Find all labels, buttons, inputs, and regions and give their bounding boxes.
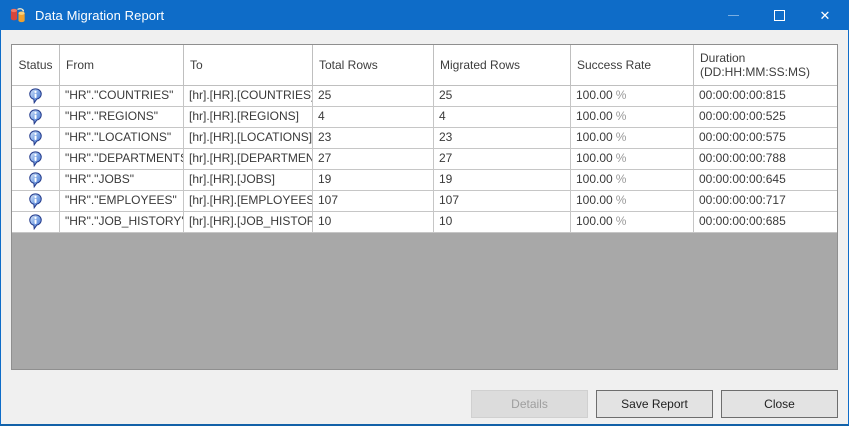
grid-rows: "HR"."COUNTRIES" [hr].[HR].[COUNTRIES] 25 2… — [12, 86, 837, 233]
column-header-total-rows[interactable]: Total Rows — [313, 45, 434, 85]
info-balloon-icon — [29, 151, 42, 167]
cell-status — [12, 149, 60, 169]
cell-from: "HR"."LOCATIONS" — [60, 128, 184, 148]
cell-success-rate: 100.00% — [571, 86, 694, 106]
cell-duration: 00:00:00:00:788 — [694, 149, 837, 169]
cell-migrated-rows: 23 — [434, 128, 571, 148]
app-icon — [9, 6, 27, 24]
table-row[interactable]: "HR"."JOB_HISTORY" [hr].[HR].[JOB_HISTORY… — [12, 212, 837, 233]
table-row[interactable]: "HR"."COUNTRIES" [hr].[HR].[COUNTRIES] 25 2… — [12, 86, 837, 107]
cell-to: [hr].[HR].[EMPLOYEES] — [184, 191, 313, 211]
cell-success-rate: 100.00% — [571, 170, 694, 190]
cell-migrated-rows: 19 — [434, 170, 571, 190]
info-balloon-icon — [29, 193, 42, 209]
cell-to: [hr].[HR].[DEPARTMENTS] — [184, 149, 313, 169]
cell-status — [12, 128, 60, 148]
table-row[interactable]: "HR"."DEPARTMENTS"[hr].[HR].[DEPARTMENTS… — [12, 149, 837, 170]
cell-total-rows: 23 — [313, 128, 434, 148]
column-header-to[interactable]: To — [184, 45, 313, 85]
cell-migrated-rows: 107 — [434, 191, 571, 211]
maximize-icon — [773, 9, 785, 21]
close-icon: ✕ — [819, 7, 831, 23]
info-balloon-icon — [29, 214, 42, 230]
cell-success-rate: 100.00% — [571, 128, 694, 148]
cell-total-rows: 27 — [313, 149, 434, 169]
info-balloon-icon — [29, 172, 42, 188]
cell-duration: 00:00:00:00:645 — [694, 170, 837, 190]
column-header-success-rate[interactable]: Success Rate — [571, 45, 694, 85]
cell-status — [12, 191, 60, 211]
cell-duration: 00:00:00:00:717 — [694, 191, 837, 211]
cell-duration: 00:00:00:00:575 — [694, 128, 837, 148]
column-header-duration[interactable]: Duration (DD:HH:MM:SS:MS) — [694, 45, 837, 85]
info-balloon-icon — [29, 109, 42, 125]
close-dialog-button[interactable]: Close — [721, 390, 838, 418]
cell-total-rows: 4 — [313, 107, 434, 127]
window-title: Data Migration Report — [35, 7, 165, 23]
cell-total-rows: 19 — [313, 170, 434, 190]
cell-from: "HR"."COUNTRIES" — [60, 86, 184, 106]
minimize-icon — [727, 14, 739, 16]
cell-success-rate: 100.00% — [571, 212, 694, 232]
column-header-status[interactable]: Status — [12, 45, 60, 85]
cell-duration: 00:00:00:00:815 — [694, 86, 837, 106]
details-button[interactable]: Details — [471, 390, 588, 418]
cell-status — [12, 170, 60, 190]
table-row[interactable]: "HR"."REGIONS" [hr].[HR].[REGIONS] 4 4 100.0… — [12, 107, 837, 128]
cell-migrated-rows: 25 — [434, 86, 571, 106]
cell-migrated-rows: 10 — [434, 212, 571, 232]
cell-migrated-rows: 4 — [434, 107, 571, 127]
cell-from: "HR"."JOB_HISTORY" — [60, 212, 184, 232]
cell-total-rows: 10 — [313, 212, 434, 232]
cell-success-rate: 100.00% — [571, 191, 694, 211]
column-header-from[interactable]: From — [60, 45, 184, 85]
cell-to: [hr].[HR].[JOBS] — [184, 170, 313, 190]
cell-from: "HR"."REGIONS" — [60, 107, 184, 127]
cell-success-rate: 100.00% — [571, 107, 694, 127]
cell-status — [12, 107, 60, 127]
cell-to: [hr].[HR].[LOCATIONS] — [184, 128, 313, 148]
maximize-button[interactable] — [756, 0, 802, 30]
cell-from: "HR"."DEPARTMENTS" — [60, 149, 184, 169]
cell-from: "HR"."JOBS" — [60, 170, 184, 190]
table-row[interactable]: "HR"."JOBS" [hr].[HR].[JOBS] 19 19 100.00% 00… — [12, 170, 837, 191]
cell-duration: 00:00:00:00:685 — [694, 212, 837, 232]
cell-to: [hr].[HR].[REGIONS] — [184, 107, 313, 127]
grid-header: Status From To Total Rows Migrated Rows Succe… — [12, 45, 837, 86]
cell-to: [hr].[HR].[JOB_HISTORY] — [184, 212, 313, 232]
report-grid: Status From To Total Rows Migrated Rows Succe… — [11, 44, 838, 370]
table-row[interactable]: "HR"."EMPLOYEES" [hr].[HR].[EMPLOYEES] 107… — [12, 191, 837, 212]
cell-status — [12, 212, 60, 232]
cell-status — [12, 86, 60, 106]
cell-total-rows: 25 — [313, 86, 434, 106]
cell-success-rate: 100.00% — [571, 149, 694, 169]
column-header-migrated-rows[interactable]: Migrated Rows — [434, 45, 571, 85]
table-row[interactable]: "HR"."LOCATIONS" [hr].[HR].[LOCATIONS] 23 2… — [12, 128, 837, 149]
save-report-button[interactable]: Save Report — [596, 390, 713, 418]
cell-from: "HR"."EMPLOYEES" — [60, 191, 184, 211]
cell-duration: 00:00:00:00:525 — [694, 107, 837, 127]
cell-to: [hr].[HR].[COUNTRIES] — [184, 86, 313, 106]
minimize-button[interactable] — [710, 0, 756, 30]
close-button[interactable]: ✕ — [802, 0, 848, 30]
info-balloon-icon — [29, 130, 42, 146]
cell-migrated-rows: 27 — [434, 149, 571, 169]
titlebar[interactable]: Data Migration Report ✕ — [1, 0, 848, 30]
cell-total-rows: 107 — [313, 191, 434, 211]
info-balloon-icon — [29, 88, 42, 104]
